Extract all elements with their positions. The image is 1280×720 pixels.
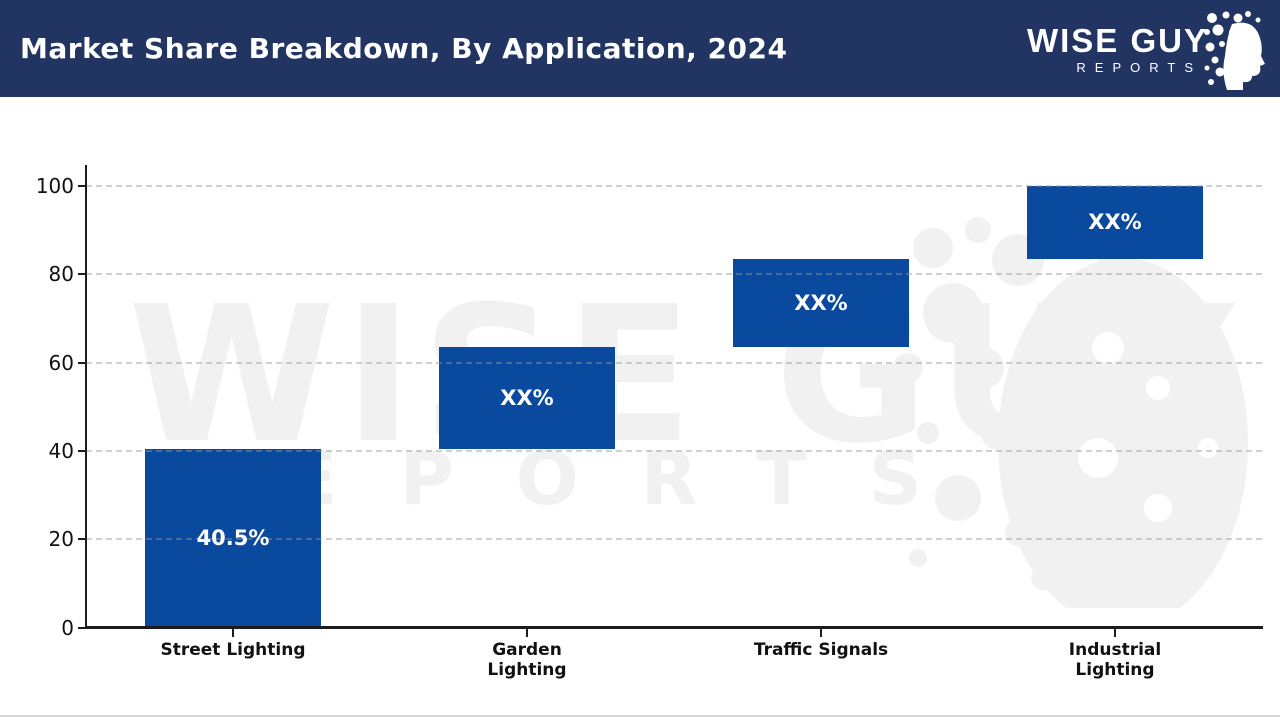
x-axis-category-label: Street Lighting	[160, 640, 306, 660]
y-axis-tick-label: 60	[48, 350, 74, 375]
x-axis-category-label: Traffic Signals	[753, 640, 889, 660]
y-axis-tick-label: 100	[35, 174, 74, 198]
y-axis-spine	[85, 165, 87, 629]
watermark-face-dots	[879, 217, 1248, 608]
gridline	[86, 538, 1262, 541]
header-bar: Market Share Breakdown, By Application, …	[0, 0, 1280, 97]
x-axis-category-label: Garden Lighting	[487, 640, 567, 681]
gridline	[86, 361, 1262, 364]
x-axis-category-label: Industrial Lighting	[1068, 640, 1162, 681]
bottom-divider	[0, 715, 1280, 717]
y-tick-mark	[78, 185, 86, 187]
gridline	[86, 449, 1262, 452]
x-tick-mark	[526, 629, 528, 637]
y-tick-mark	[78, 273, 86, 276]
x-tick-mark	[232, 629, 234, 637]
bar-value-label: XX%	[1088, 210, 1142, 235]
wise-guy-logo: WISE GUY REPORTS	[1008, 6, 1268, 92]
y-axis-tick-label: 0	[61, 615, 74, 640]
bar-segment	[1027, 186, 1203, 259]
y-axis-tick-label: 80	[48, 262, 74, 287]
bar-value-label: XX%	[794, 290, 848, 315]
page-title: Market Share Breakdown, By Application, …	[20, 32, 788, 65]
y-tick-mark	[78, 626, 86, 629]
bar-value-label: XX%	[500, 385, 554, 410]
bar-segment	[733, 258, 909, 348]
gridline	[86, 273, 1262, 276]
y-axis-tick-label: 40	[48, 438, 74, 463]
y-tick-mark	[78, 361, 86, 364]
bar-segment	[145, 448, 321, 628]
x-axis-spine	[85, 626, 1263, 629]
y-tick-mark	[78, 538, 86, 541]
bar-value-label: 40.5%	[196, 526, 270, 551]
gridline	[86, 185, 1262, 187]
y-axis-tick-label: 20	[48, 527, 74, 552]
x-tick-mark	[1114, 629, 1116, 637]
logo-subtext: REPORTS	[1076, 60, 1202, 75]
x-tick-mark	[820, 629, 822, 637]
logo-face-icon	[1204, 11, 1265, 90]
logo-wordmark: WISE GUY	[1026, 22, 1208, 59]
bar-segment	[439, 347, 615, 449]
y-tick-mark	[78, 449, 86, 452]
